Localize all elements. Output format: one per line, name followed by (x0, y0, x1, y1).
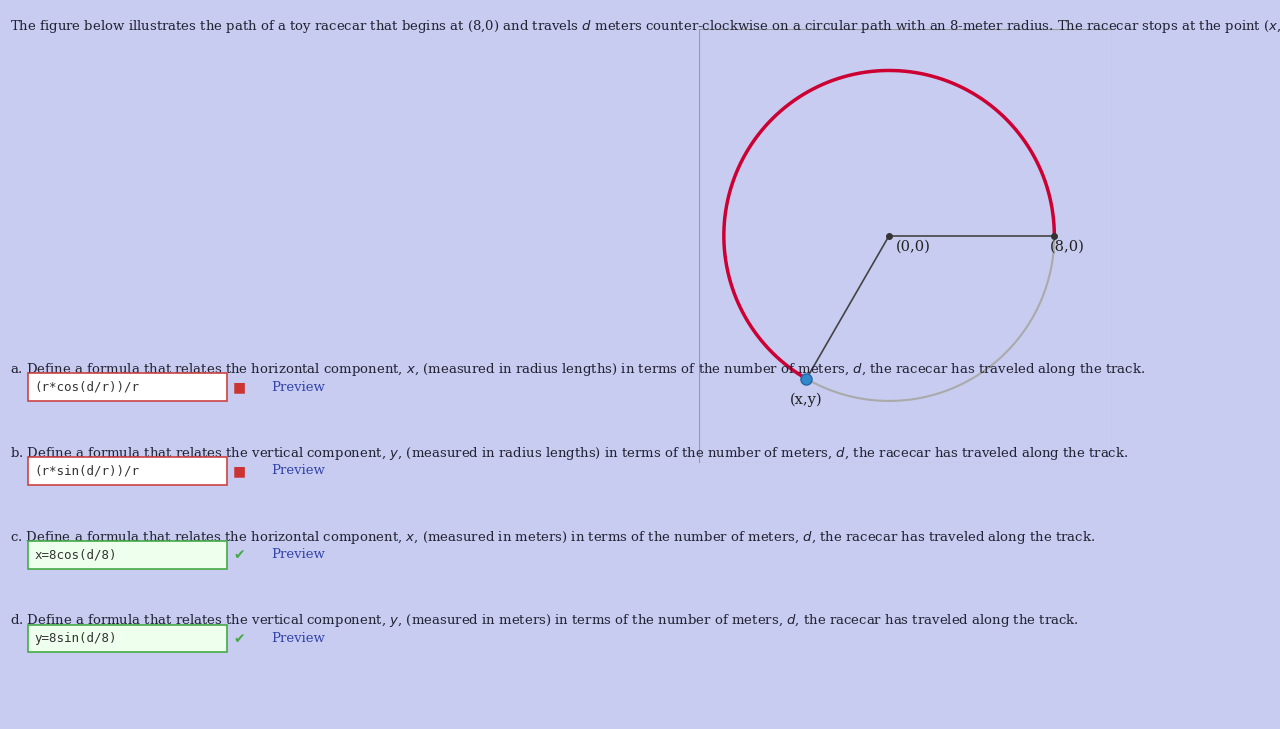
FancyBboxPatch shape (28, 625, 227, 652)
Text: d. Define a formula that relates the vertical component, $y$, (measured in meter: d. Define a formula that relates the ver… (10, 612, 1079, 629)
FancyBboxPatch shape (28, 373, 227, 401)
Text: Preview: Preview (271, 464, 325, 477)
Text: b. Define a formula that relates the vertical component, $y$, (measured in radiu: b. Define a formula that relates the ver… (10, 445, 1129, 461)
Text: (x,y): (x,y) (790, 392, 823, 407)
Text: (8,0): (8,0) (1050, 239, 1085, 253)
Bar (699, 29, 1112, 463)
Text: c. Define a formula that relates the horizontal component, $x$, (measured in met: c. Define a formula that relates the hor… (10, 529, 1096, 545)
Text: a. Define a formula that relates the horizontal component, $x$, (measured in rad: a. Define a formula that relates the hor… (10, 361, 1146, 378)
Text: y=8sin(d/8): y=8sin(d/8) (35, 632, 116, 645)
Text: ✔: ✔ (233, 631, 246, 646)
Text: (0,0): (0,0) (896, 239, 931, 253)
Text: ■: ■ (233, 464, 246, 478)
Text: ✔: ✔ (233, 547, 246, 562)
Text: Preview: Preview (271, 548, 325, 561)
FancyBboxPatch shape (28, 457, 227, 485)
Text: x=8cos(d/8): x=8cos(d/8) (35, 548, 116, 561)
Text: ■: ■ (233, 380, 246, 394)
Text: Preview: Preview (271, 381, 325, 394)
Text: (r*sin(d/r))/r: (r*sin(d/r))/r (35, 464, 140, 477)
Text: (r*cos(d/r))/r: (r*cos(d/r))/r (35, 381, 140, 394)
FancyBboxPatch shape (28, 541, 227, 569)
Text: Preview: Preview (271, 632, 325, 645)
Text: The figure below illustrates the path of a toy racecar that begins at (8,0) and : The figure below illustrates the path of… (10, 18, 1280, 35)
